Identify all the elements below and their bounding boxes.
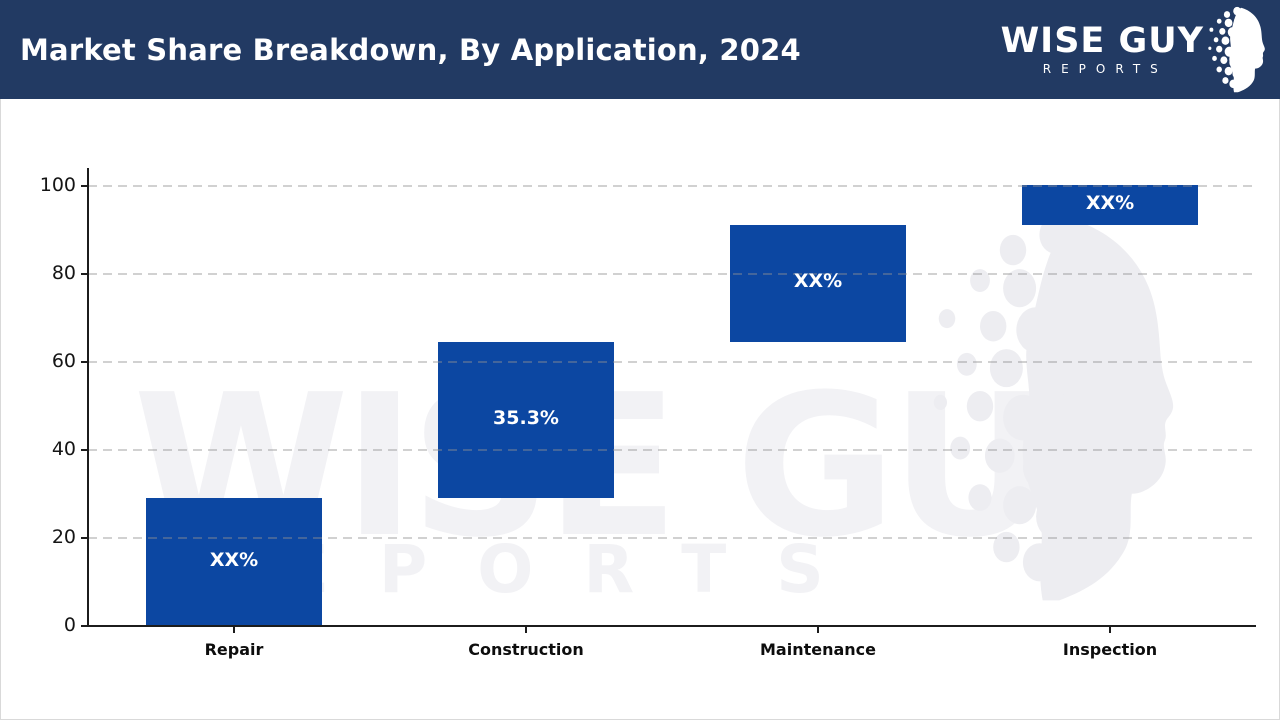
watermark-subtitle-text: REPORTS <box>183 531 874 608</box>
dotted-face-icon <box>1208 6 1265 92</box>
page-title: Market Share Breakdown, By Application, … <box>20 32 801 67</box>
watermark-dotted-face-icon <box>933 215 1174 601</box>
header-bar: Market Share Breakdown, By Application, … <box>0 0 1280 99</box>
brand-logo: WISE GUY REPORTS <box>1001 0 1280 99</box>
brand-logo-text: WISE GUY REPORTS <box>1000 21 1204 76</box>
brand-name: WISE GUY <box>1000 21 1204 61</box>
brand-subtitle: REPORTS <box>1042 62 1168 76</box>
